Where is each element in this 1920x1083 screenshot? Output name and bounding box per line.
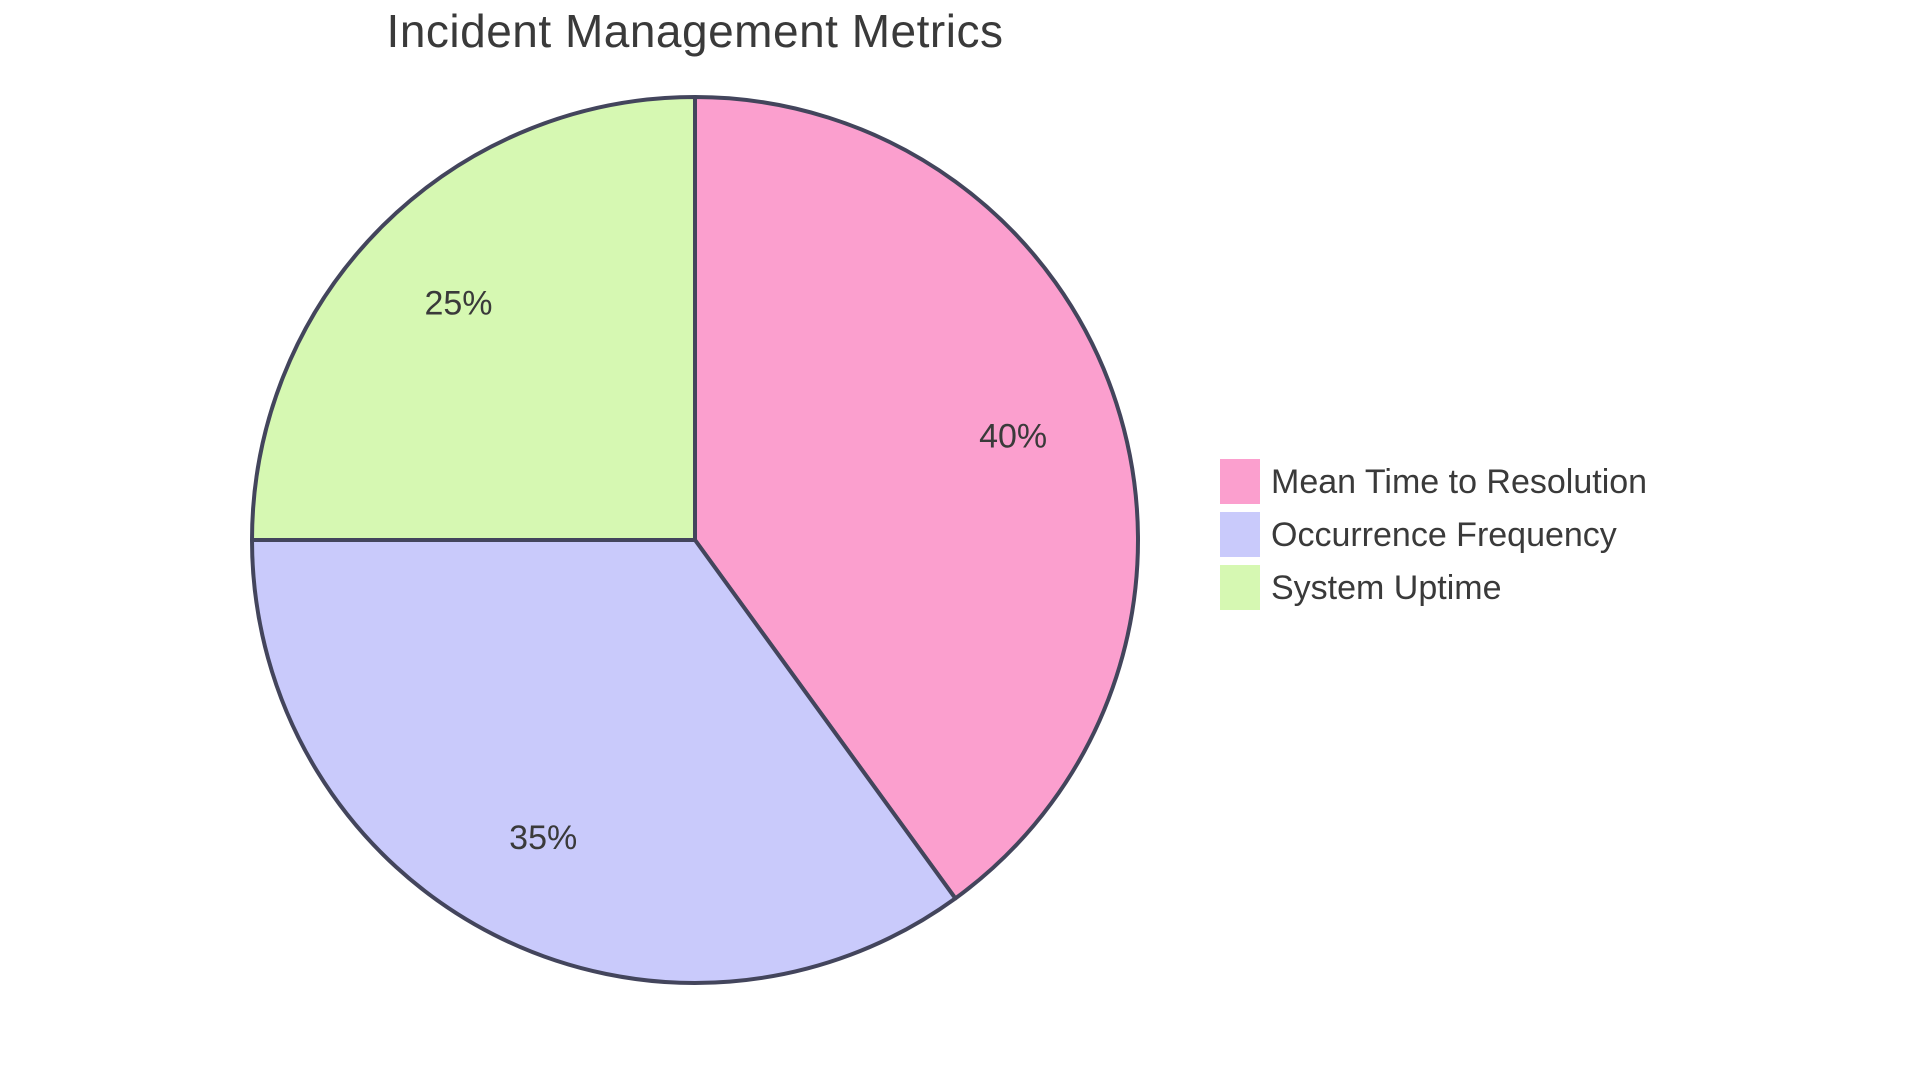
legend-item-system-uptime[interactable]: System Uptime <box>1220 565 1647 610</box>
pie-slice-labels: 40% 35% 25% <box>424 285 1047 858</box>
legend-label: Mean Time to Resolution <box>1271 462 1648 501</box>
legend-label: Occurrence Frequency <box>1271 515 1617 554</box>
slice-label-system-uptime: 25% <box>424 285 492 323</box>
legend-swatch <box>1220 459 1260 504</box>
pie-slices <box>250 95 1140 985</box>
legend-label: System Uptime <box>1271 568 1502 607</box>
slice-label-occurrence-frequency: 35% <box>509 819 577 857</box>
legend: Mean Time to Resolution Occurrence Freque… <box>1220 459 1647 610</box>
slice-label-mean-time-to-resolution: 40% <box>979 418 1047 456</box>
pie-slice-mean-time-to-resolution[interactable] <box>693 95 1140 901</box>
legend-item-occurrence-frequency[interactable]: Occurrence Frequency <box>1220 512 1647 557</box>
legend-item-mean-time-to-resolution[interactable]: Mean Time to Resolution <box>1220 459 1647 504</box>
pie-slice-occurrence-frequency[interactable] <box>250 538 958 985</box>
pie-slice-system-uptime[interactable] <box>250 95 697 542</box>
chart-title: Incident Management Metrics <box>386 5 1004 57</box>
legend-swatch <box>1220 565 1260 610</box>
legend-swatch <box>1220 512 1260 557</box>
